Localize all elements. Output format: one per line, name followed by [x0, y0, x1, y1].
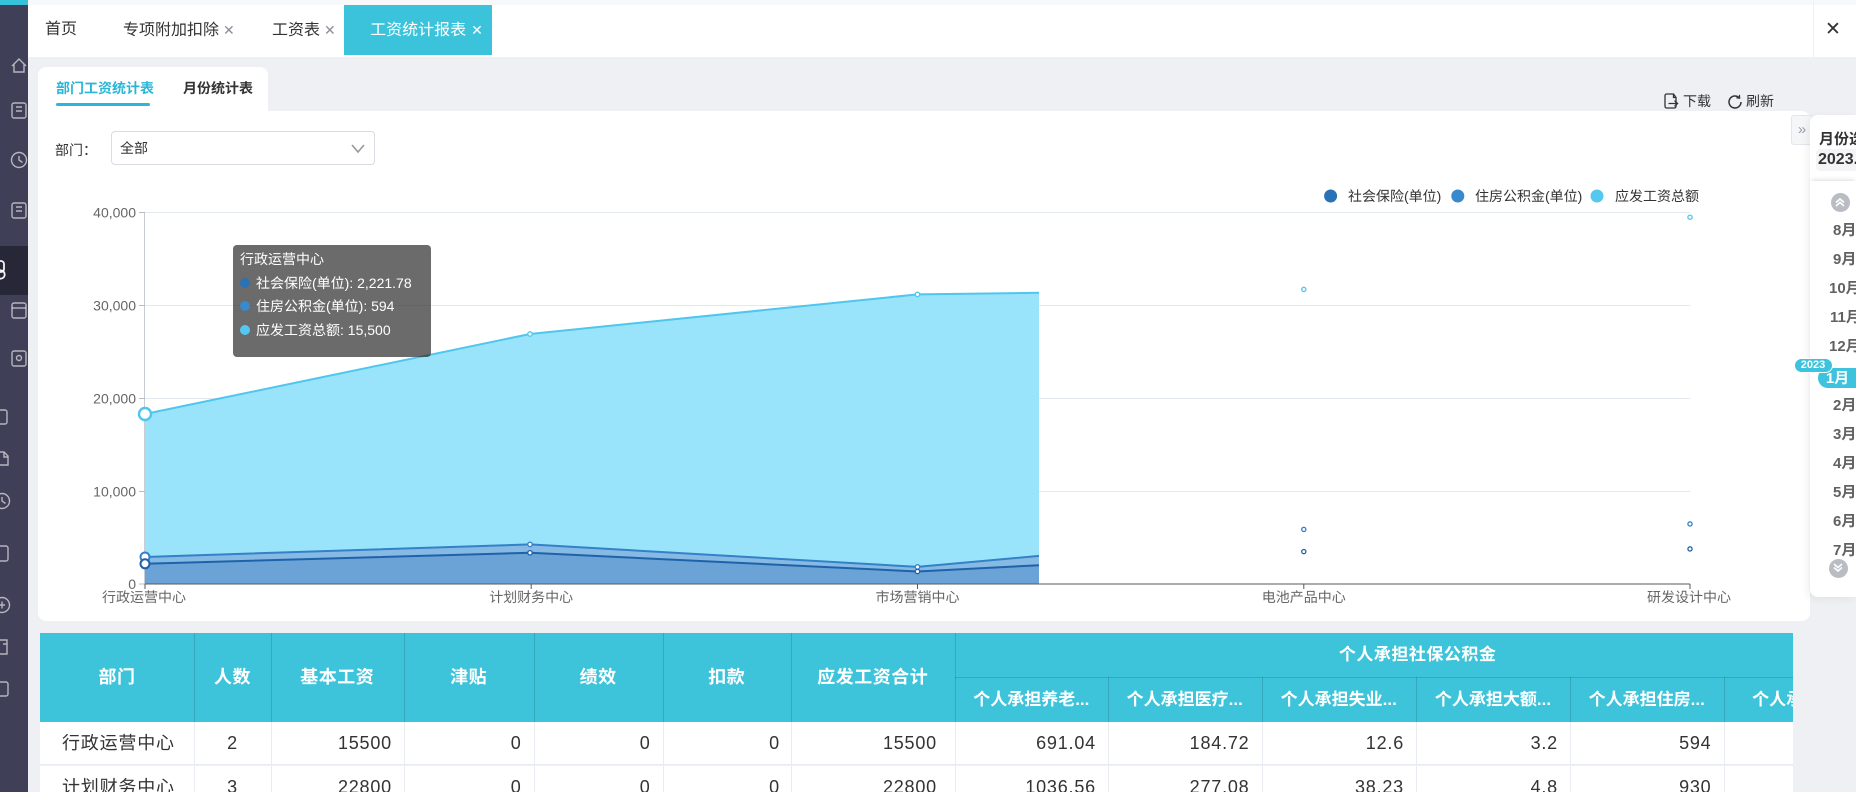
svg-text:40,000: 40,000 — [93, 205, 136, 221]
svg-text:住房公积金(单位): 住房公积金(单位) — [1475, 188, 1582, 204]
svg-text:研发设计中心: 研发设计中心 — [1647, 589, 1731, 605]
svg-text:20,000: 20,000 — [93, 391, 136, 407]
svg-text:市场营销中心: 市场营销中心 — [876, 589, 960, 605]
svg-text:0: 0 — [128, 576, 136, 592]
svg-text:社会保险(单位): 社会保险(单位) — [1348, 188, 1441, 204]
svg-text:电池产品中心: 电池产品中心 — [1262, 589, 1346, 605]
svg-text:30,000: 30,000 — [93, 298, 136, 314]
svg-text:行政运营中心: 行政运营中心 — [102, 589, 186, 605]
svg-text:10,000: 10,000 — [93, 484, 136, 500]
svg-text:应发工资总额: 应发工资总额 — [1615, 188, 1699, 204]
svg-text:计划财务中心: 计划财务中心 — [489, 589, 573, 605]
